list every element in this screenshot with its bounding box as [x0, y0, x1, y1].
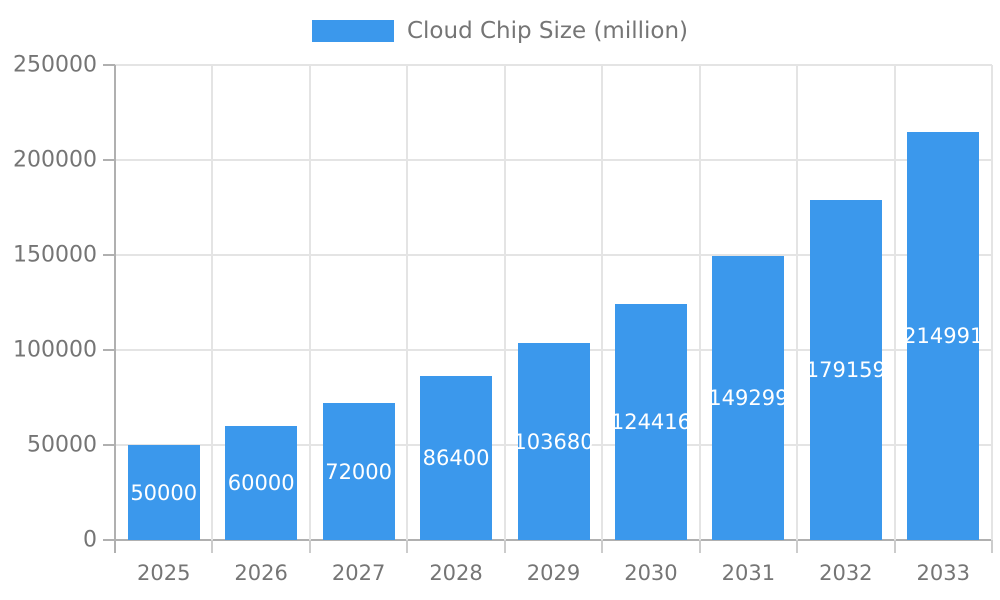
- x-gridline: [503, 65, 506, 540]
- x-tick-label: 2026: [234, 561, 288, 585]
- y-gridline: [115, 159, 992, 161]
- bar[interactable]: [810, 200, 882, 540]
- y-tick-label: 0: [83, 527, 97, 553]
- x-tick-label: 2030: [624, 561, 678, 585]
- x-gridline: [601, 65, 604, 540]
- x-tick-mark: [406, 540, 409, 553]
- y-tick-mark: [103, 254, 115, 256]
- bar-value-label: 214991: [903, 324, 984, 348]
- x-tick-label: 2033: [916, 561, 970, 585]
- x-gridline: [991, 65, 993, 540]
- bar-value-label: 72000: [325, 459, 393, 484]
- x-tick-mark: [211, 540, 214, 553]
- bar[interactable]: [323, 403, 395, 540]
- bar-value-label: 149299: [708, 386, 789, 410]
- x-tick-label: 2027: [331, 561, 386, 585]
- x-tick-label: 2025: [136, 561, 191, 585]
- x-gridline: [211, 65, 214, 540]
- x-axis-line: [115, 539, 992, 541]
- x-gridline: [406, 65, 409, 540]
- y-tick-mark: [103, 64, 115, 66]
- y-tick-label: 250000: [13, 52, 97, 78]
- x-tick-label: 2029: [526, 561, 581, 585]
- legend[interactable]: Cloud Chip Size (million): [0, 18, 1000, 44]
- x-tick-label: 2031: [721, 561, 776, 585]
- x-gridline: [796, 65, 799, 540]
- bar[interactable]: [615, 304, 687, 540]
- x-tick-mark: [991, 540, 993, 553]
- x-tick-mark: [893, 540, 896, 553]
- y-tick-mark: [103, 539, 115, 541]
- bar[interactable]: [907, 132, 979, 540]
- bar-value-label: 124416: [610, 410, 692, 434]
- x-tick-mark: [308, 540, 311, 553]
- x-tick-label: 2028: [429, 561, 483, 585]
- x-gridline: [308, 65, 311, 540]
- y-tick-mark: [103, 159, 115, 161]
- bar[interactable]: [712, 256, 784, 540]
- x-tick-mark: [796, 540, 799, 553]
- y-tick-label: 50000: [27, 432, 97, 458]
- bar[interactable]: [420, 376, 492, 540]
- x-tick-mark: [698, 540, 701, 553]
- y-axis-line: [114, 65, 116, 540]
- x-tick-mark: [601, 540, 604, 553]
- x-tick-mark: [503, 540, 506, 553]
- x-gridline: [893, 65, 896, 540]
- bar[interactable]: [128, 445, 200, 540]
- y-tick-label: 150000: [13, 242, 97, 268]
- y-gridline: [115, 64, 992, 66]
- legend-label: Cloud Chip Size (million): [406, 18, 689, 44]
- y-tick-mark: [103, 349, 115, 351]
- x-gridline: [698, 65, 701, 540]
- bar-value-label: 103680: [513, 429, 594, 454]
- y-tick-label: 200000: [13, 147, 97, 173]
- bar[interactable]: [225, 426, 297, 540]
- bar-value-label: 86400: [422, 446, 490, 470]
- bar-value-label: 179159: [805, 358, 886, 382]
- y-tick-mark: [103, 444, 115, 446]
- bar-value-label: 50000: [130, 480, 198, 505]
- y-tick-label: 100000: [13, 337, 97, 363]
- legend-swatch: [311, 20, 394, 42]
- bar-value-label: 60000: [227, 471, 295, 495]
- y-gridline: [115, 254, 992, 256]
- x-tick-mark: [114, 540, 116, 553]
- x-tick-label: 2032: [819, 561, 873, 585]
- bar[interactable]: [518, 343, 590, 540]
